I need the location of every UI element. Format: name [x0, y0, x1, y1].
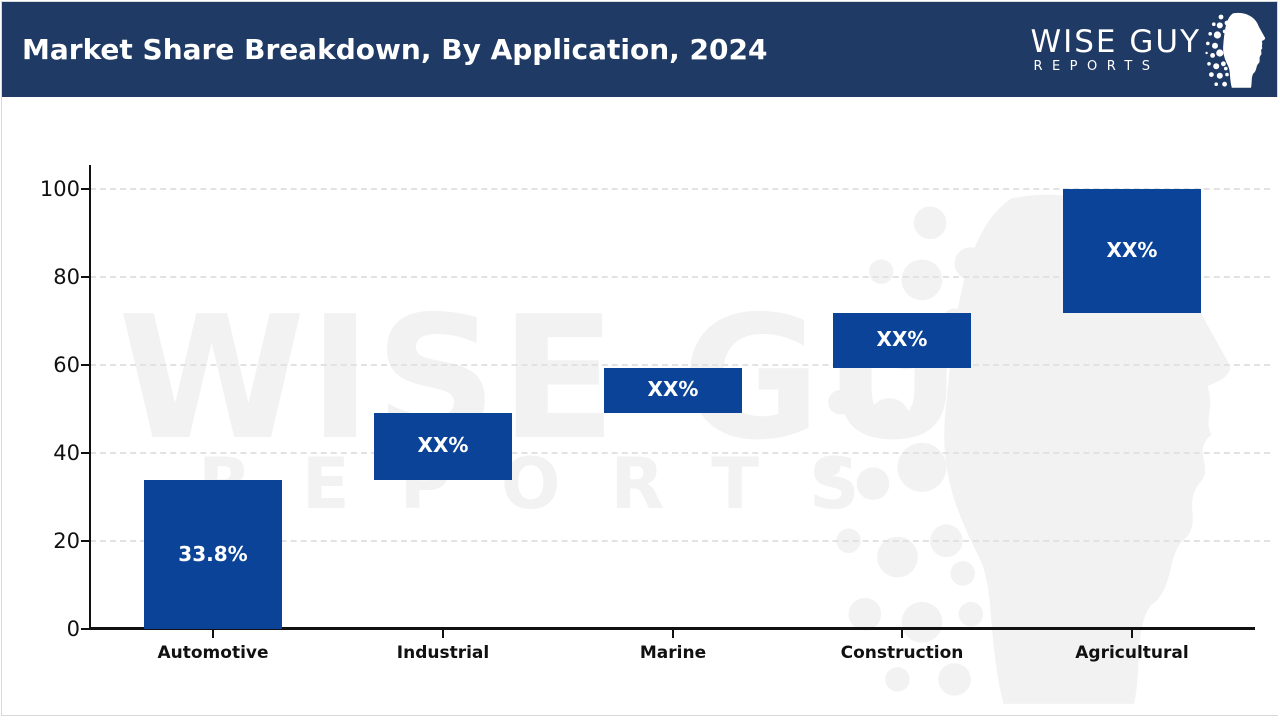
gridline-60	[90, 364, 1270, 366]
gridline-20	[90, 540, 1270, 542]
x-category-label-agricultural: Agricultural	[1075, 643, 1189, 663]
x-tick-industrial	[442, 630, 444, 638]
bar-industrial	[374, 412, 512, 481]
gridline-40	[90, 452, 1270, 454]
y-tick-label-80: 80	[53, 265, 80, 289]
y-tick-100	[81, 188, 89, 190]
brand-subname: REPORTS	[1033, 59, 1160, 74]
bar-value-label-automotive: 33.8%	[178, 541, 248, 566]
watermark-text-2: REPORTS	[198, 443, 910, 525]
bar-construction	[833, 313, 971, 368]
y-tick-label-0: 0	[66, 617, 80, 641]
brand-name: WISE GUY	[1030, 24, 1201, 60]
x-tick-agricultural	[1131, 630, 1133, 638]
y-tick-80	[81, 276, 89, 278]
bar-automotive	[144, 480, 282, 629]
x-axis-line	[89, 627, 1255, 630]
bar-value-label-construction: XX%	[876, 327, 928, 352]
brand-logo: WISE GUY REPORTS	[1030, 6, 1269, 94]
bar-value-label-industrial: XX%	[417, 433, 469, 458]
chart-area: WISE GUY REPORTS 0 20 40 60 80 100 33.8% Automo…	[2, 97, 1279, 715]
bar-agricultural	[1063, 189, 1201, 314]
y-axis-line	[89, 165, 91, 630]
x-tick-marine	[672, 630, 674, 638]
x-category-label-marine: Marine	[639, 643, 707, 663]
x-category-label-automotive: Automotive	[157, 643, 269, 663]
gridline-80	[90, 276, 1270, 278]
bar-value-label-marine: XX%	[647, 377, 699, 402]
y-tick-label-60: 60	[53, 353, 80, 377]
y-tick-40	[81, 452, 89, 454]
x-tick-construction	[901, 630, 903, 638]
y-tick-60	[81, 364, 89, 366]
x-category-label-industrial: Industrial	[396, 643, 490, 663]
y-tick-label-20: 20	[53, 529, 80, 553]
x-tick-automotive	[212, 630, 214, 638]
y-tick-20	[81, 540, 89, 542]
y-tick-label-40: 40	[53, 441, 80, 465]
x-category-label-construction: Construction	[840, 643, 964, 663]
bar-marine	[604, 367, 742, 413]
y-tick-0	[81, 628, 89, 630]
y-tick-label-100: 100	[39, 177, 80, 201]
chart-title: Market Share Breakdown, By Application, …	[22, 33, 768, 66]
gridline-100	[90, 188, 1270, 190]
brand-wordmark: WISE GUY REPORTS	[1030, 25, 1201, 75]
header-bar: Market Share Breakdown, By Application, …	[2, 2, 1277, 97]
dotted-head-icon	[1205, 12, 1266, 88]
bar-value-label-agricultural: XX%	[1106, 238, 1158, 263]
